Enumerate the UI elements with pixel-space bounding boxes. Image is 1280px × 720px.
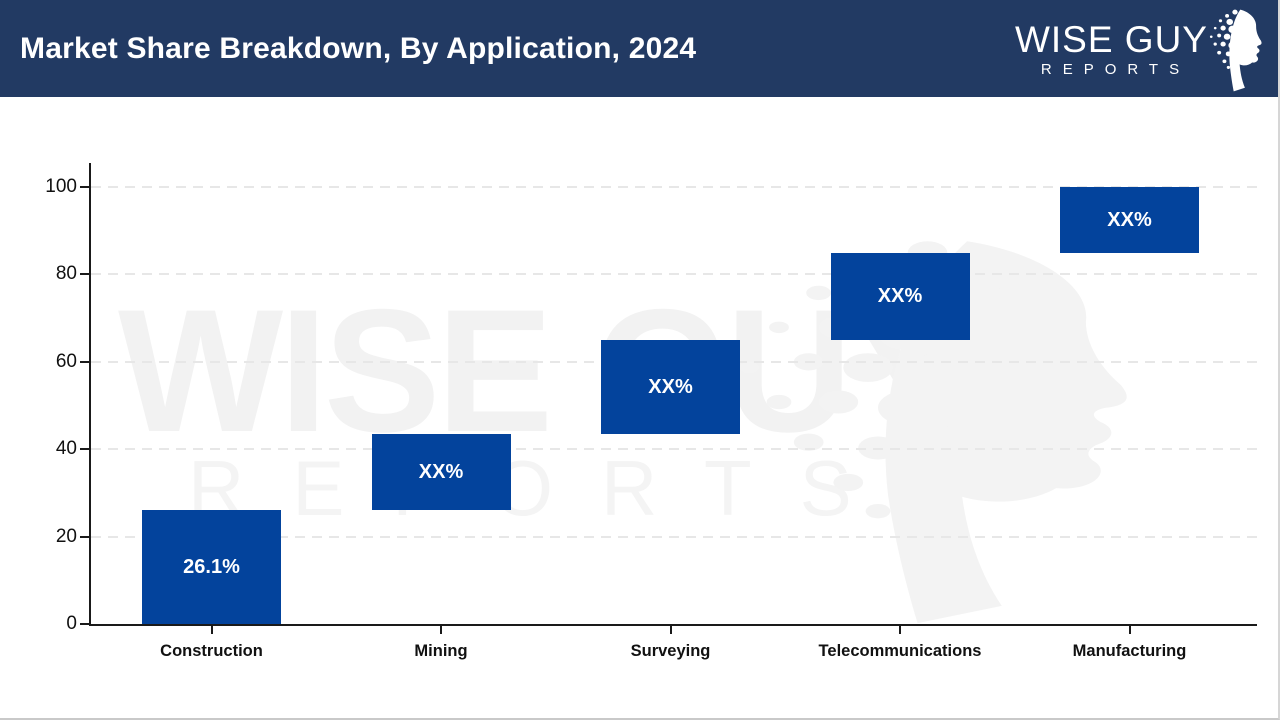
watermark-subtext: REPORTS (188, 444, 900, 532)
y-axis-tick-label: 40 (55, 438, 77, 460)
bar-value-label: 26.1% (183, 555, 240, 578)
x-axis-tick (210, 626, 213, 634)
logo-line2: REPORTS (1040, 60, 1191, 78)
y-axis-tick (80, 186, 89, 188)
bar-mining (371, 433, 511, 510)
x-category-label: Manufacturing (1072, 642, 1187, 660)
x-axis-line (89, 624, 1257, 626)
x-category-label: Telecommunications (818, 642, 982, 660)
header: Market Share Breakdown, By Application, … (0, 0, 1278, 97)
bar-value-label: XX% (648, 375, 693, 398)
gridline (91, 273, 1257, 276)
logo-line1: WISE GUY (1014, 19, 1208, 61)
logo-wordmark: WISE GUY REPORTS (1014, 19, 1208, 78)
x-category-label: Mining (414, 642, 468, 660)
y-axis-tick-label: 20 (55, 525, 77, 547)
bar-value-label: XX% (1107, 208, 1152, 231)
bar-value-label: XX% (418, 460, 464, 483)
gridline (91, 535, 1257, 538)
x-category-label: Surveying (630, 642, 711, 660)
x-category-label: Construction (160, 642, 263, 660)
y-axis-tick (80, 448, 89, 451)
y-axis-tick (80, 360, 89, 363)
y-axis-line (89, 163, 91, 626)
x-axis-tick (1128, 626, 1131, 634)
y-axis-tick-label: 80 (55, 263, 77, 285)
x-axis-tick (899, 626, 901, 634)
gridline (91, 448, 1257, 451)
x-axis-tick (669, 626, 672, 634)
y-axis-tick (80, 535, 89, 538)
bar-manufacturing (1060, 187, 1199, 253)
bar-construction (142, 509, 281, 624)
page-title: Market Share Breakdown, By Application, … (20, 31, 697, 65)
x-axis-tick (440, 626, 442, 634)
watermark-text: WISE GUY (118, 274, 965, 469)
gridline (91, 186, 1257, 188)
y-axis-tick-label: 100 (45, 176, 77, 197)
bar-telecommunications (830, 252, 970, 340)
y-axis-tick-label: 60 (55, 350, 77, 372)
y-axis-tick (80, 273, 89, 276)
bar-value-label: XX% (877, 285, 923, 308)
brand-logo: WISE GUY REPORTS (1015, 5, 1268, 93)
bar-surveying (601, 339, 740, 434)
y-axis-tick-label: 0 (66, 613, 77, 634)
y-axis-tick (80, 623, 89, 625)
